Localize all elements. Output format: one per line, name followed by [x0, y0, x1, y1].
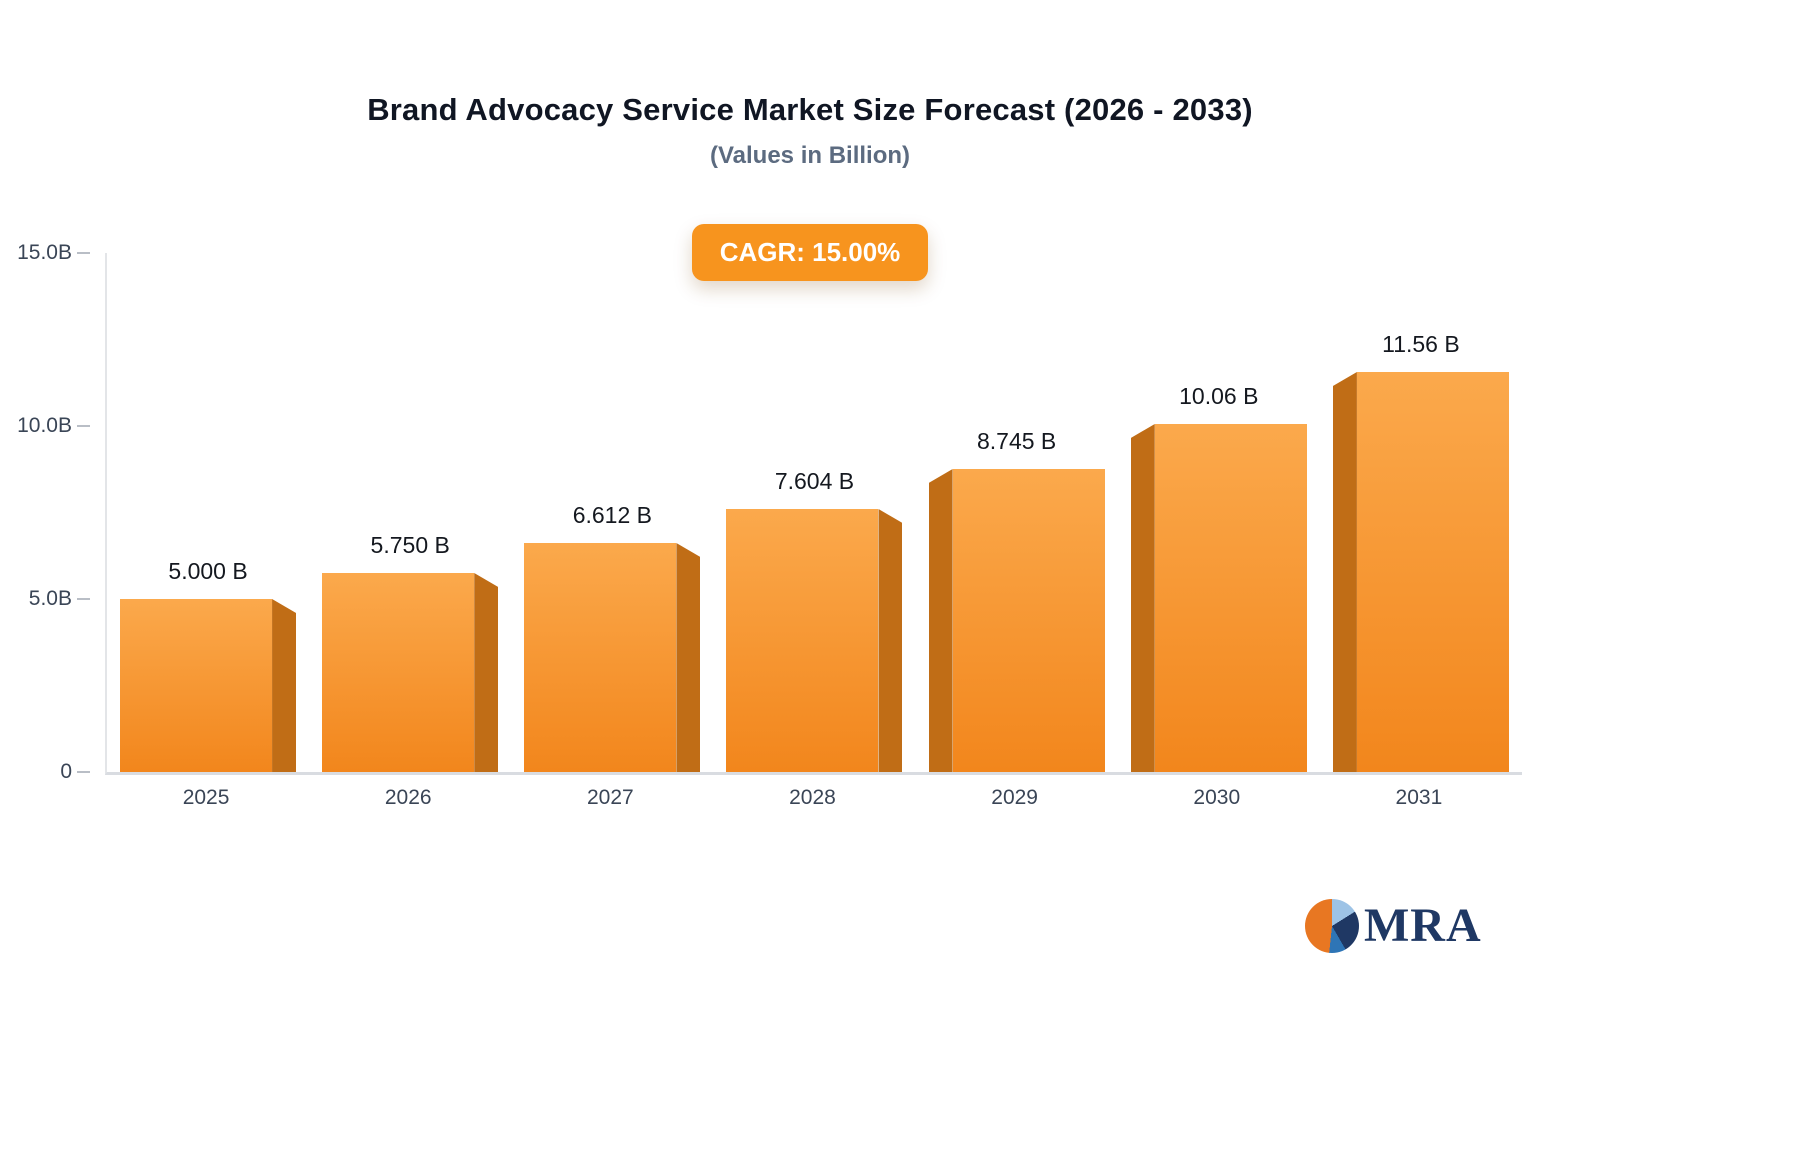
x-axis-tick-label: 2029: [991, 786, 1038, 809]
y-axis-tick-mark: [77, 771, 90, 773]
bar-front-face: [322, 573, 475, 772]
bar-front-face: [1154, 424, 1307, 772]
bar-side-face: [878, 509, 903, 772]
bar-front-face: [524, 543, 677, 772]
bar-slot-2027: 6.612 B: [511, 253, 713, 772]
bar-2030: [1130, 424, 1307, 772]
bar-value-label: 5.750 B: [370, 532, 450, 558]
bar-value-label: 8.745 B: [976, 428, 1057, 454]
bar-slot-2031: 11.56 B: [1320, 253, 1522, 772]
x-axis: 2025 2026 2027 2028 2029 2030 2031: [105, 786, 1520, 820]
x-axis-tick-label: 2030: [1193, 786, 1241, 809]
cagr-badge-row: CAGR: 15.00%: [0, 224, 1620, 281]
bar-value-label: 7.604 B: [774, 468, 855, 494]
bar-front-face: [120, 599, 273, 772]
bar-side-face: [928, 469, 953, 772]
chart-title: Brand Advocacy Service Market Size Forec…: [367, 92, 1253, 127]
bar-value-label: 11.56 B: [1382, 331, 1460, 357]
bar-slot-2026: 5.750 B: [309, 253, 511, 772]
bar-2031: [1332, 372, 1509, 772]
bar-front-face: [726, 509, 879, 772]
y-axis-tick-mark: [77, 425, 90, 427]
bar-front-face: [952, 469, 1105, 772]
bar-value-label: 6.612 B: [572, 502, 652, 528]
bar-side-face: [474, 573, 499, 772]
bar-2027: [524, 543, 701, 772]
bar-slot-2030: 10.06 B: [1118, 253, 1320, 772]
brand-logo: MRA: [1305, 898, 1482, 953]
chart-subtitle: (Values in Billion): [709, 142, 911, 169]
y-axis-tick-label: 10.0B: [17, 414, 72, 437]
y-axis: 15.0B 10.0B 5.0B 0: [0, 241, 98, 783]
x-axis-tick-label: 2031: [1395, 786, 1443, 809]
y-axis-tick-mark: [77, 252, 90, 254]
bar-value-label: 10.06 B: [1179, 383, 1259, 409]
y-axis-tick-label: 15.0B: [17, 241, 72, 264]
bar-side-face: [676, 543, 701, 772]
bar-slot-2029: 8.745 B: [916, 253, 1118, 772]
bar-2028: [726, 509, 903, 772]
y-axis-tick-mark: [77, 598, 90, 600]
bar-2029: [928, 469, 1105, 772]
cagr-badge: CAGR: 15.00%: [691, 224, 929, 281]
brand-logo-text: MRA: [1364, 899, 1482, 952]
plot-area: 5.000 B 5.750 B 6.612 B 7.604 B 8.745 B 10.06…: [105, 253, 1522, 775]
chart-header: Brand Advocacy Service Market Size Forec…: [0, 92, 1620, 170]
bar-slot-2025: 5.000 B: [107, 253, 309, 772]
bar-side-face: [1130, 424, 1155, 772]
bar-side-face: [272, 599, 297, 772]
y-axis-tick-label: 0: [60, 760, 72, 783]
x-axis-tick-label: 2025: [182, 786, 230, 809]
bar-slot-2028: 7.604 B: [713, 253, 915, 772]
bar-value-label: 5.000 B: [168, 558, 248, 584]
bar-side-face: [1332, 372, 1357, 772]
y-axis-tick-label: 5.0B: [28, 587, 72, 610]
bar-2025: [120, 599, 297, 772]
x-axis-tick-label: 2027: [586, 786, 634, 809]
x-axis-tick-label: 2026: [384, 786, 432, 809]
brand-logo-icon: [1305, 898, 1359, 953]
bar-2026: [322, 573, 499, 772]
bar-front-face: [1356, 372, 1509, 772]
x-axis-tick-label: 2028: [789, 786, 836, 809]
